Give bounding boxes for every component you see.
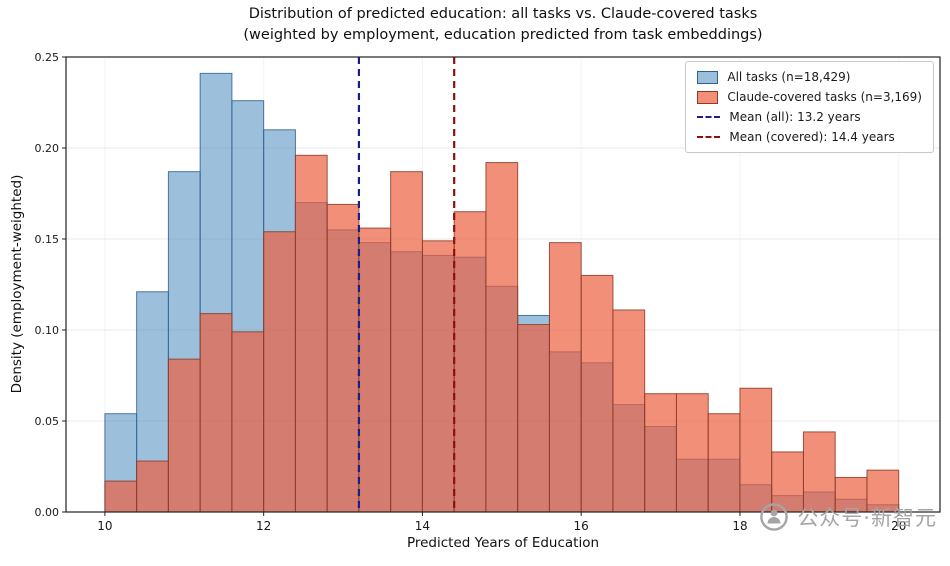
x-tick-label: 18 <box>732 519 747 533</box>
legend-label-mean-all: Mean (all): 13.2 years <box>729 110 861 124</box>
histogram-bar-series-1 <box>644 393 677 513</box>
histogram-bar-series-1 <box>485 162 519 513</box>
histogram-bar-series-1 <box>421 240 455 513</box>
legend-swatch-mean-covered <box>697 136 721 138</box>
y-tick-label: 0.00 <box>35 506 60 519</box>
x-tick-label: 10 <box>97 519 112 533</box>
histogram-bar-series-1 <box>453 211 487 513</box>
chart-subtitle: (weighted by employment, education predi… <box>243 27 763 43</box>
histogram-bar-series-1 <box>548 242 582 513</box>
histogram-bar-series-1 <box>104 480 138 513</box>
watermark-text: 公众号·新智元 <box>797 506 937 530</box>
histogram-bar-series-1 <box>739 387 773 513</box>
histogram-bar-series-1 <box>390 171 423 513</box>
histogram-bar-series-1 <box>866 469 900 513</box>
histogram-bar-series-1 <box>231 331 265 513</box>
x-tick-label: 16 <box>574 519 589 533</box>
histogram-bar-series-1 <box>358 227 392 513</box>
y-tick-label: 0.10 <box>35 324 60 337</box>
histogram-bar-series-1 <box>612 309 646 513</box>
histogram-bar-series-1 <box>199 313 233 513</box>
legend-label-covered-tasks: Claude-covered tasks (n=3,169) <box>727 90 922 104</box>
legend-item-all-tasks: All tasks (n=18,429) <box>697 70 922 84</box>
x-tick-label: 20 <box>891 519 906 533</box>
y-tick-label: 0.20 <box>35 142 60 155</box>
legend-swatch-mean-all <box>697 116 721 118</box>
x-tick-label: 12 <box>256 519 271 533</box>
histogram-bar-series-1 <box>326 203 360 513</box>
histogram-bar-series-1 <box>167 358 201 513</box>
histogram-bar-series-1 <box>294 154 328 513</box>
legend-item-mean-all: Mean (all): 13.2 years <box>697 110 922 124</box>
axes-frame <box>65 56 941 513</box>
legend-label-mean-covered: Mean (covered): 14.4 years <box>729 130 895 144</box>
x-tick-label: 14 <box>415 519 430 533</box>
histogram-bar-series-1 <box>263 231 296 513</box>
x-axis-label: Predicted Years of Education <box>406 535 600 551</box>
histogram-bar-series-1 <box>517 324 550 513</box>
y-axis-label: Density (employment-weighted) <box>9 174 25 394</box>
histogram-bar-series-1 <box>707 413 741 513</box>
histogram-bar-series-1 <box>802 431 836 513</box>
y-tick-label: 0.15 <box>35 233 60 246</box>
y-tick-label: 0.05 <box>35 415 60 428</box>
histogram-bar-series-1 <box>771 451 804 513</box>
wechat-official-account-icon <box>759 502 789 532</box>
legend-swatch-all-tasks <box>697 70 719 84</box>
watermark: 公众号·新智元 <box>759 502 937 532</box>
legend-item-mean-covered: Mean (covered): 14.4 years <box>697 130 922 144</box>
legend-item-covered-tasks: Claude-covered tasks (n=3,169) <box>697 90 922 104</box>
histogram-bar-series-1 <box>675 393 709 513</box>
legend-label-all-tasks: All tasks (n=18,429) <box>727 70 851 84</box>
legend-swatch-covered-tasks <box>697 90 719 104</box>
y-tick-label: 0.25 <box>35 51 60 64</box>
chart-title: Distribution of predicted education: all… <box>248 6 758 22</box>
histogram-bar-series-1 <box>580 274 614 513</box>
legend: All tasks (n=18,429) Claude-covered task… <box>685 61 934 153</box>
histogram-bar-series-1 <box>136 460 169 513</box>
